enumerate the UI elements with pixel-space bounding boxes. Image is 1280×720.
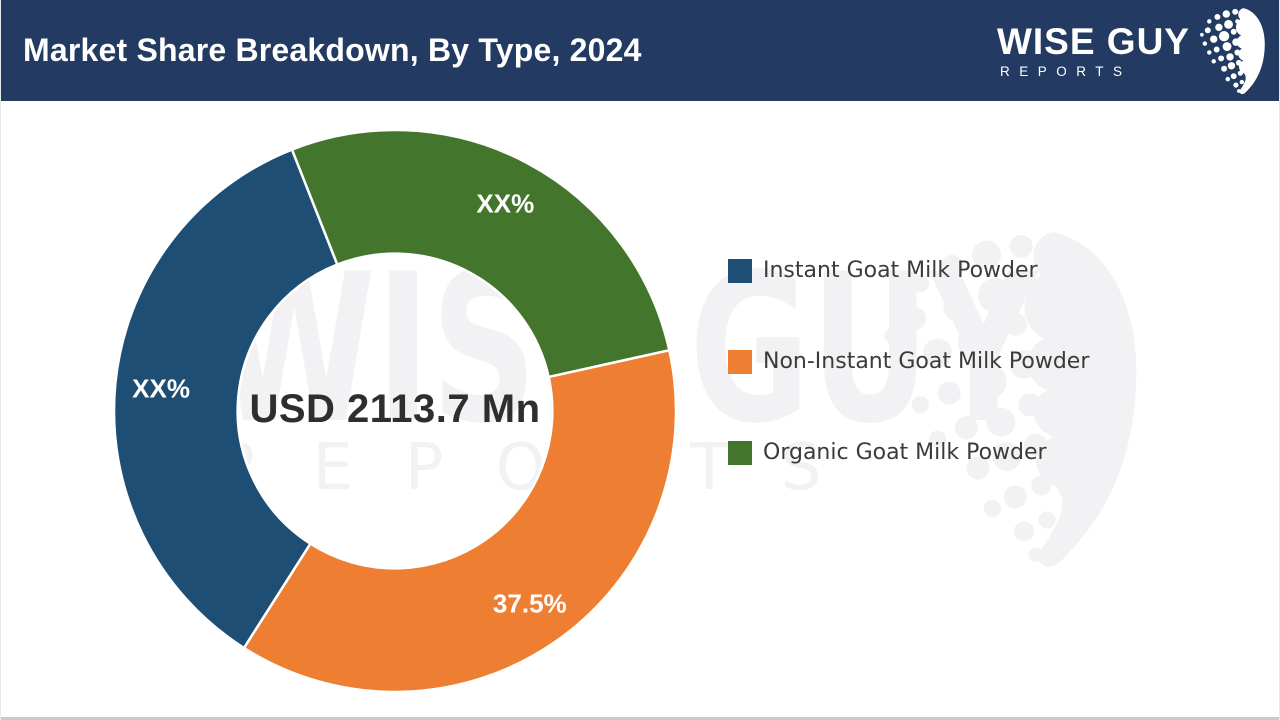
bottom-border-line: [1, 717, 1279, 720]
legend-label: Organic Goat Milk Powder: [763, 440, 1047, 465]
slice-percentage-label: XX%: [476, 189, 534, 219]
slice-percentage-label: XX%: [132, 373, 190, 403]
logo-subtitle: REPORTS: [999, 63, 1132, 79]
logo-wordmark: WISE GUY: [996, 20, 1190, 62]
page-title: Market Share Breakdown, By Type, 2024: [23, 32, 642, 68]
legend-item-non-instant: Non-Instant Goat Milk Powder: [728, 349, 1089, 374]
legend-item-organic: Organic Goat Milk Powder: [728, 440, 1089, 465]
wiseguy-logo: WISE GUY REPORTS: [997, 6, 1267, 96]
legend: Instant Goat Milk Powder Non-Instant Goa…: [728, 258, 1089, 531]
legend-label: Instant Goat Milk Powder: [763, 258, 1038, 283]
header-bar: Market Share Breakdown, By Type, 2024 WI…: [1, 0, 1279, 101]
slice-percentage-label: 37.5%: [493, 589, 567, 619]
chart-total-label: USD 2113.7 Mn: [249, 387, 541, 431]
legend-label: Non-Instant Goat Milk Powder: [763, 349, 1090, 374]
donut-slice-non-instant-goat-milk-powder: [242, 348, 678, 694]
legend-item-instant: Instant Goat Milk Powder: [728, 258, 1089, 283]
donut-chart: XX% 37.5% XX%: [112, 128, 678, 694]
legend-swatch: [728, 440, 752, 465]
donut-slice-instant-goat-milk-powder: [112, 148, 339, 650]
legend-swatch: [728, 349, 752, 374]
donut-slice-organic-goat-milk-powder: [290, 128, 671, 379]
legend-swatch: [728, 258, 752, 283]
logo-text: WISE GUY REPORTS: [997, 23, 1190, 79]
dotted-head-profile-icon: [1193, 6, 1267, 96]
